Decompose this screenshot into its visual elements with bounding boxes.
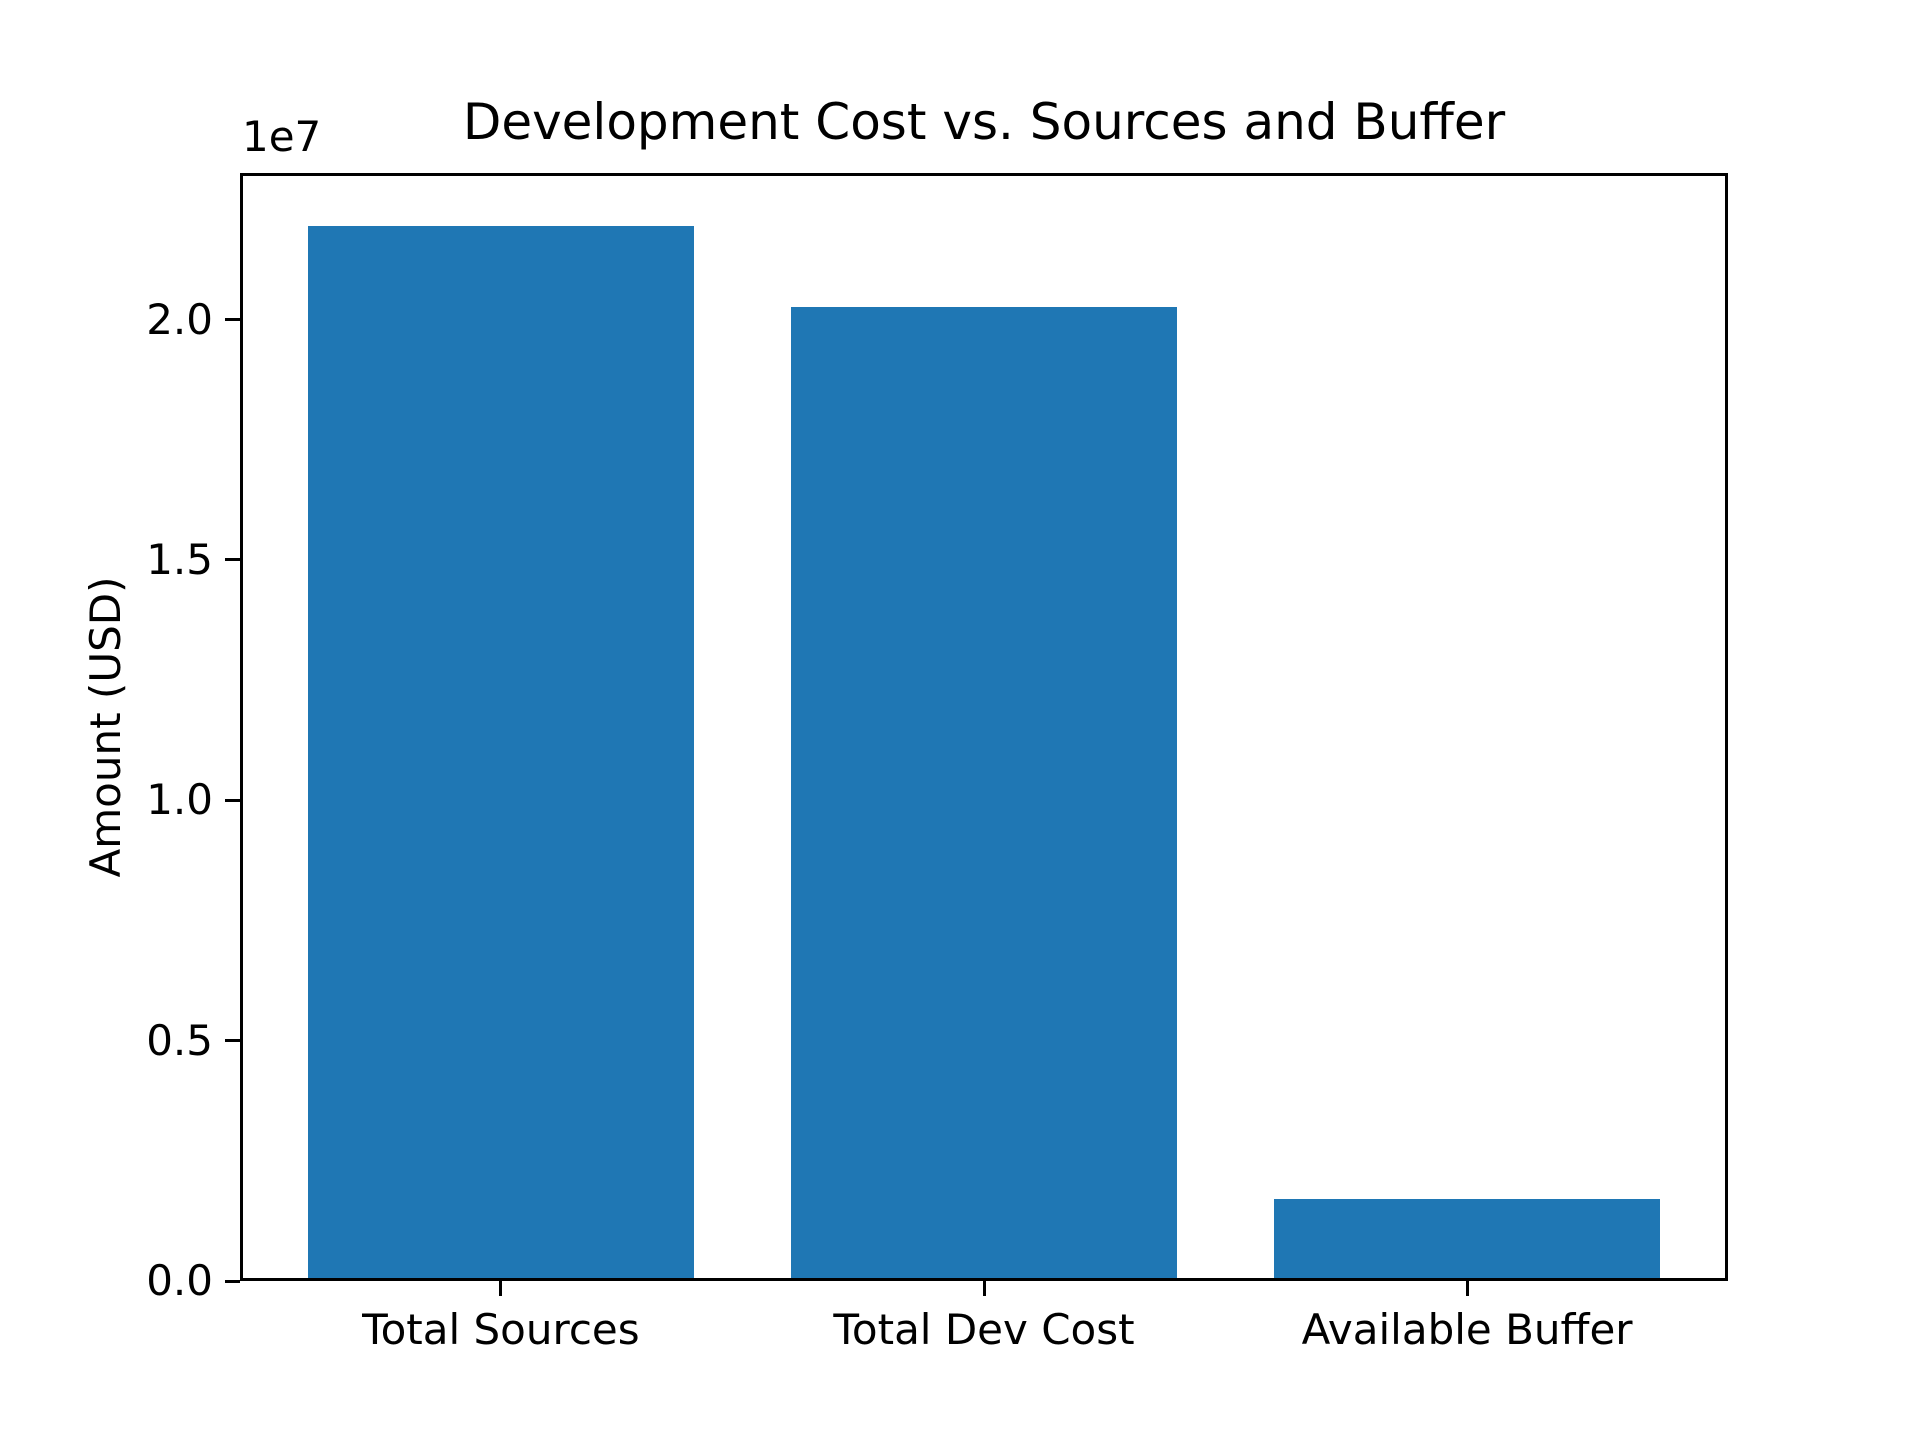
bar-total-sources [307,225,695,1281]
y-axis-offset-text: 1e7 [242,112,322,161]
y-tick-mark [225,318,240,321]
x-tick-mark [499,1281,503,1296]
x-tick-label-available-buffer: Available Buffer [1301,1305,1633,1354]
y-tick-label: 1.5 [146,534,213,584]
y-tick-label: 1.0 [146,775,213,825]
y-axis-label: Amount (USD) [81,576,130,878]
x-tick-mark [1465,1281,1469,1296]
bar-available-buffer [1273,1199,1661,1281]
y-tick-label: 0.5 [146,1015,213,1065]
y-tick-mark [225,1039,240,1043]
y-tick-mark [225,798,240,802]
y-tick-mark [225,1279,240,1283]
y-tick-mark [225,558,240,562]
bar-total-dev-cost [790,307,1178,1281]
y-tick-label: 2.0 [146,294,213,344]
x-tick-label-total-dev-cost: Total Dev Cost [833,1305,1135,1354]
x-tick-mark [982,1281,986,1296]
x-tick-label-total-sources: Total Sources [362,1305,640,1354]
y-tick-label: 0.0 [146,1256,213,1305]
chart-title: Development Cost vs. Sources and Buffer [462,93,1506,151]
